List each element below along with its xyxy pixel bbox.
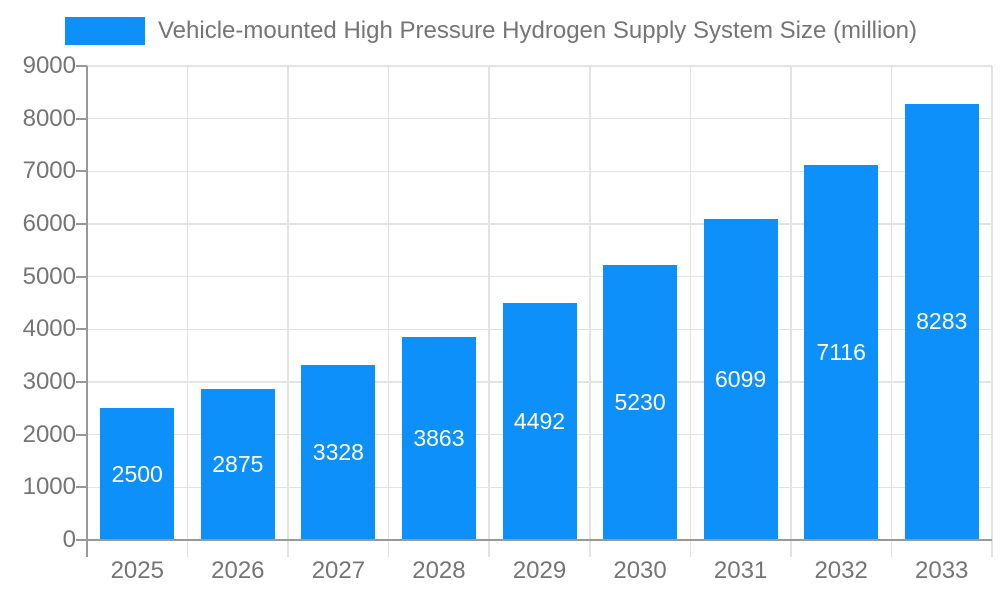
y-axis-label: 9000: [22, 52, 76, 79]
x-axis-label: 2033: [915, 557, 969, 584]
h-gridline: [87, 223, 992, 225]
x-axis-label: 2028: [412, 557, 466, 584]
v-gridline: [890, 66, 893, 557]
bar-value-label: 3863: [413, 424, 465, 451]
bar-value-label: 4492: [513, 408, 566, 435]
h-gridline: [87, 65, 992, 67]
y-axis-tick: [76, 170, 87, 173]
x-axis-label: 2030: [613, 557, 667, 584]
v-gridline: [790, 66, 792, 557]
y-axis-tick: [76, 65, 87, 67]
x-axis-label: 2029: [512, 557, 567, 584]
bar-value-label: 3328: [312, 438, 364, 465]
bar-2030[interactable]: 5230: [603, 264, 678, 540]
x-axis-label: 2026: [211, 557, 265, 584]
y-axis-tick: [76, 275, 87, 278]
bar-value-label: 2500: [111, 460, 163, 487]
v-gridline: [689, 66, 692, 557]
y-axis-label: 0: [62, 526, 76, 553]
y-axis-label: 8000: [22, 104, 76, 132]
v-gridline: [991, 66, 993, 557]
legend-item[interactable]: Vehicle-mounted High Pressure Hydrogen S…: [65, 17, 917, 45]
legend-swatch: [65, 17, 145, 45]
bar-2029[interactable]: 4492: [502, 303, 577, 540]
v-gridline: [589, 66, 591, 557]
v-gridline: [387, 66, 390, 557]
bar-value-label: 5230: [614, 388, 666, 415]
y-axis-label: 2000: [22, 420, 76, 448]
bar-2033[interactable]: 8283: [904, 103, 979, 540]
y-axis-label: 7000: [22, 157, 76, 185]
bar-value-label: 6099: [715, 365, 767, 392]
y-axis-tick: [76, 328, 87, 331]
bar-2026[interactable]: 2875: [200, 388, 275, 540]
y-axis-tick: [76, 117, 87, 120]
bar-value-label: 2875: [212, 450, 264, 477]
h-gridline: [87, 170, 992, 173]
x-axis-line: [87, 539, 992, 541]
bar-value-label: 7116: [816, 339, 866, 366]
x-axis-label: 2031: [713, 557, 768, 584]
y-axis-tick: [76, 539, 87, 541]
bar-2032[interactable]: 7116: [804, 165, 879, 540]
bar-2027[interactable]: 3328: [301, 364, 376, 540]
h-gridline: [87, 275, 992, 278]
y-axis-label: 1000: [22, 473, 76, 501]
bar-2031[interactable]: 6099: [703, 218, 778, 540]
legend-label: Vehicle-mounted High Pressure Hydrogen S…: [158, 17, 917, 44]
y-axis-label: 6000: [22, 210, 76, 237]
v-gridline: [186, 66, 189, 557]
v-gridline: [488, 66, 490, 557]
x-axis-label: 2025: [110, 557, 164, 584]
y-axis-tick: [76, 381, 87, 383]
y-axis-label: 3000: [22, 368, 76, 395]
y-axis-label: 4000: [22, 315, 76, 343]
x-axis-label: 2027: [311, 557, 366, 584]
h-gridline: [87, 117, 992, 120]
v-gridline: [287, 66, 289, 557]
bar-value-label: 8283: [916, 308, 968, 335]
bar-2028[interactable]: 3863: [401, 336, 476, 540]
y-axis-tick: [76, 433, 87, 436]
y-axis-line: [86, 66, 88, 557]
x-axis-label: 2032: [814, 557, 868, 584]
bar-2025[interactable]: 2500: [100, 408, 175, 540]
y-axis-label: 5000: [22, 262, 76, 290]
y-axis-tick: [76, 223, 87, 225]
y-axis-tick: [76, 486, 87, 489]
